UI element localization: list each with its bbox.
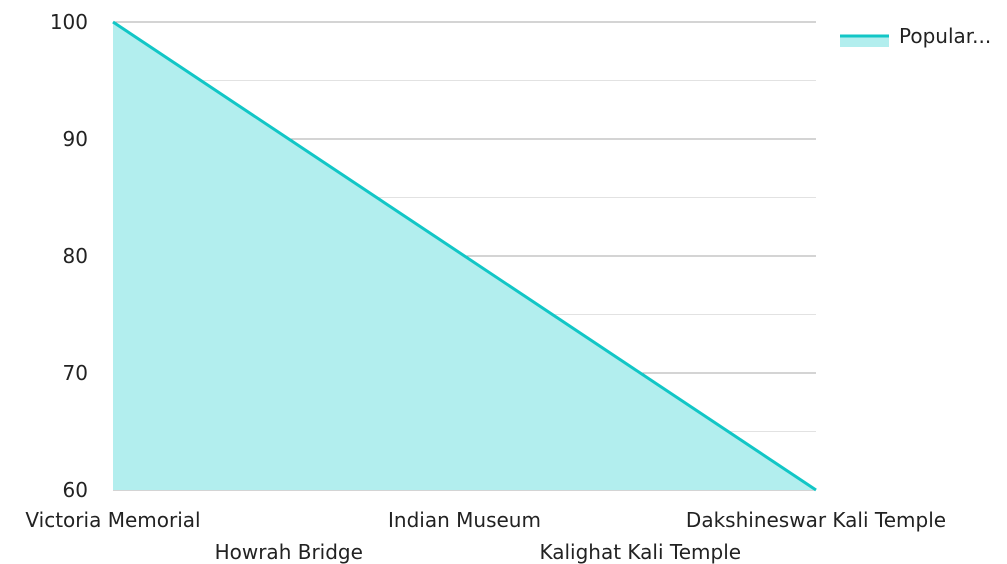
- y-tick-label: 60: [63, 478, 88, 502]
- legend[interactable]: Popular...: [840, 24, 991, 48]
- x-axis: Victoria Memorial Howrah Bridge Indian Mus…: [25, 508, 946, 564]
- y-tick-label: 100: [50, 10, 88, 34]
- y-tick-label: 90: [63, 127, 88, 151]
- x-tick-label: Victoria Memorial: [25, 508, 200, 532]
- x-tick-label: Howrah Bridge: [215, 540, 363, 564]
- y-tick-label: 70: [63, 361, 88, 385]
- legend-label[interactable]: Popular...: [899, 24, 991, 48]
- legend-swatch-fill: [840, 36, 889, 47]
- y-tick-label: 80: [63, 244, 88, 268]
- plot-area: [112, 20, 817, 492]
- y-axis: 60 70 80 90 100: [50, 10, 88, 502]
- x-tick-label: Kalighat Kali Temple: [539, 540, 741, 564]
- x-tick-label: Dakshineswar Kali Temple: [686, 508, 946, 532]
- x-tick-label: Indian Museum: [388, 508, 541, 532]
